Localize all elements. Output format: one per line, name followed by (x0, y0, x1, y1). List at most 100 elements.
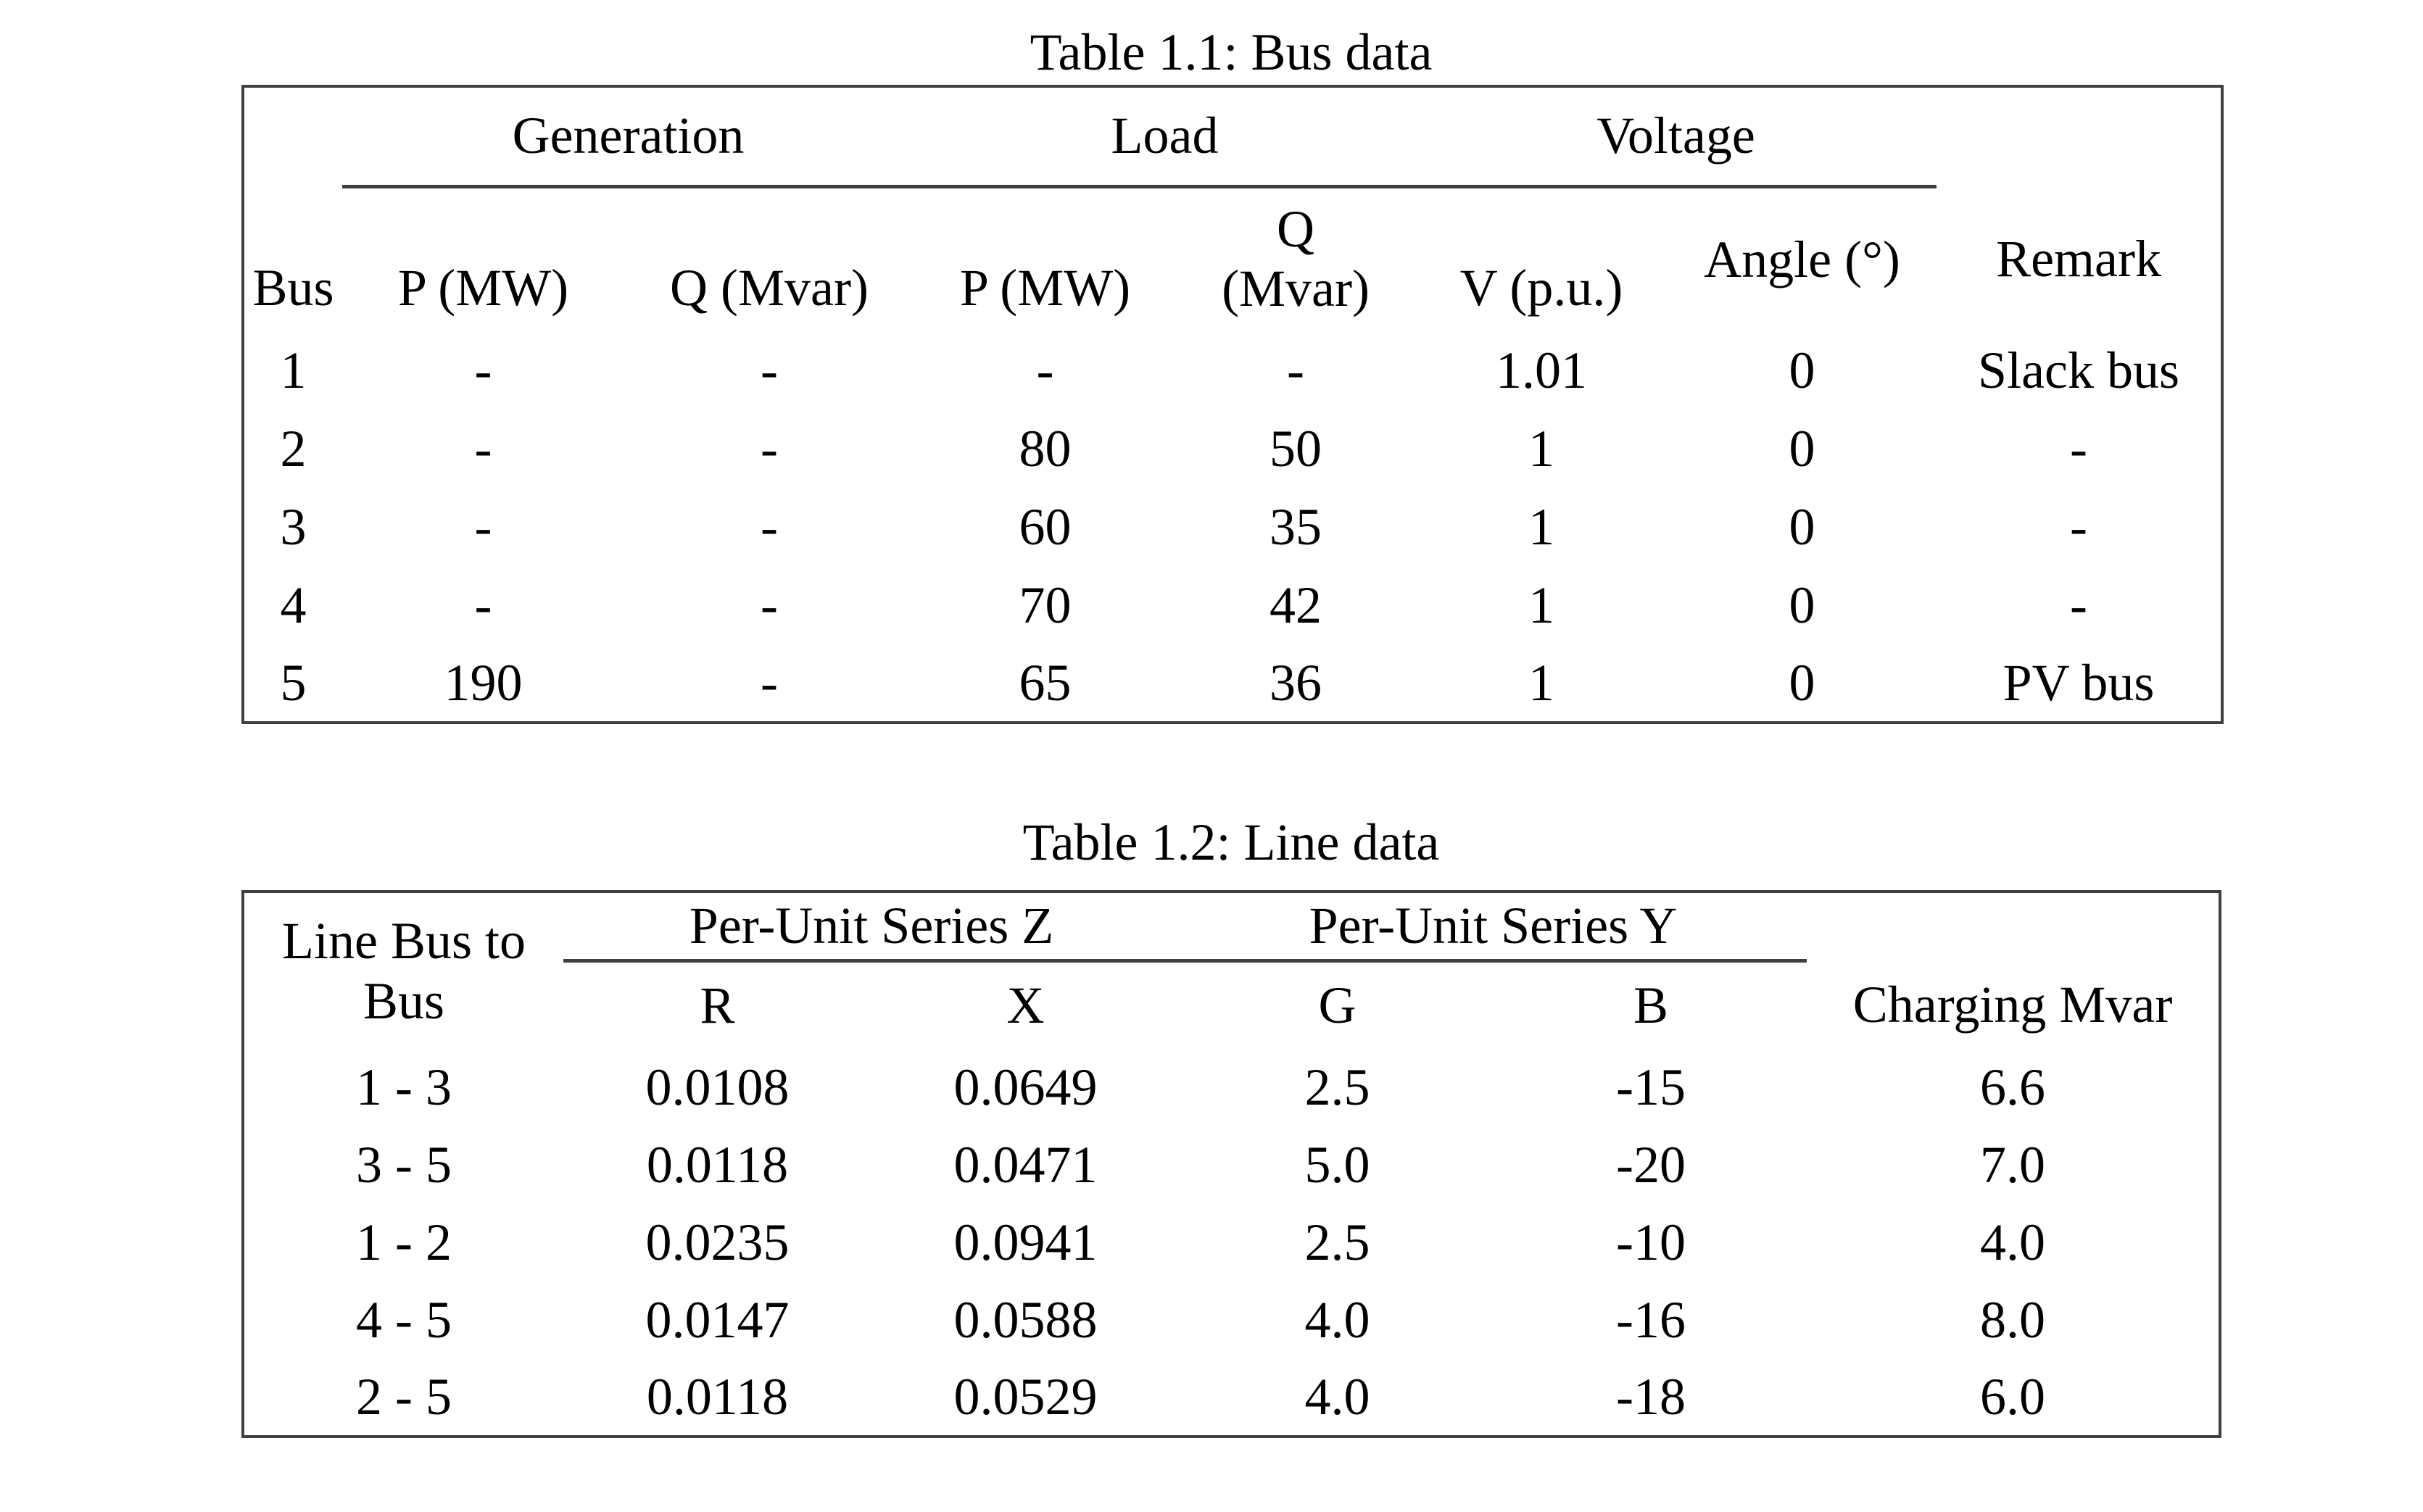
table-cell: 3 (280, 497, 307, 556)
table-cell: 4 (280, 576, 307, 634)
table-cell: 60 (1019, 497, 1072, 556)
table-cell: 0 (1789, 419, 1815, 478)
table-cell: PV bus (2002, 653, 2155, 712)
table-cell: -18 (1616, 1368, 1686, 1426)
header-x: X (1006, 976, 1045, 1034)
header-g: G (1318, 976, 1357, 1034)
table-cell: 5 (280, 653, 307, 712)
table-cell: 7.0 (1980, 1136, 2046, 1194)
table-cell: - (761, 576, 778, 634)
table-row: 4 - 5 0.0147 0.0588 4.0 -16 8.0 (243, 1282, 2220, 1359)
table-cell: 8.0 (1980, 1291, 2046, 1349)
table-cell: 2 - 5 (356, 1368, 452, 1426)
header-generation-p: P (MW) (397, 259, 569, 317)
header-generation-q: Q (Mvar) (670, 259, 869, 317)
table-1-1-caption: Table 1.1: Bus data (1030, 23, 1433, 81)
table-cell: 1 (280, 341, 307, 399)
table-cell: - (1287, 341, 1304, 399)
table-cell: 0.0118 (646, 1136, 789, 1194)
group-header-row: Line Bus to Bus Per-Unit Series Z Per-Un… (243, 892, 2220, 1030)
header-group-generation: Generation (342, 86, 915, 188)
table-cell: -16 (1616, 1291, 1686, 1349)
header-load-q: Q (Mvar) (1222, 199, 1370, 317)
table-cell: - (474, 419, 492, 478)
table-cell: 1 (1528, 419, 1555, 478)
table-cell: 1 (1528, 653, 1555, 712)
table-cell: 0 (1789, 576, 1815, 634)
table-cell: 4.0 (1304, 1291, 1370, 1349)
table-cell: 2.5 (1304, 1213, 1370, 1271)
header-spacer (1807, 892, 2220, 960)
table-cell: 0.0235 (645, 1213, 790, 1271)
table-cell: -20 (1616, 1136, 1686, 1194)
table-cell: - (474, 576, 492, 634)
table-row: 5 190 - 65 36 1 0 PV bus (243, 644, 2222, 723)
table-cell: 36 (1270, 653, 1322, 712)
table-cell: 0 (1789, 341, 1815, 399)
table-cell: 0.0108 (645, 1058, 790, 1116)
header-spacer (243, 86, 342, 186)
table-cell: 1 (1528, 497, 1555, 556)
line-data-body: 1 - 3 0.0108 0.0649 2.5 -15 6.6 3 - 5 0.0118 0.0… (243, 1049, 2220, 1437)
header-spacer (1937, 86, 2222, 186)
header-group-series-y: Per-Unit Series Y (1180, 892, 1807, 963)
table-cell: 4 - 5 (356, 1291, 452, 1349)
table-cell: 0.0471 (953, 1136, 1098, 1194)
table-row: 3- -60 35 1 0- (243, 488, 2222, 566)
table-cell: - (761, 341, 778, 399)
column-header-row: R X G B Charging Mvar (243, 960, 2220, 1049)
table-cell: 0.0147 (645, 1291, 790, 1349)
table-cell: 0.0118 (646, 1368, 789, 1426)
table-row: 1 - 3 0.0108 0.0649 2.5 -15 6.6 (243, 1049, 2220, 1126)
table-cell: 0.0529 (953, 1368, 1098, 1426)
table-cell: 5.0 (1304, 1136, 1370, 1194)
table-cell: 1.01 (1496, 341, 1588, 399)
header-group-voltage: Voltage (1415, 86, 1937, 188)
header-voltage-v: V (p.u.) (1459, 259, 1623, 317)
table-row: 3 - 5 0.0118 0.0471 5.0 -20 7.0 (243, 1126, 2220, 1204)
line-data-table: Line Bus to Bus Per-Unit Series Z Per-Un… (241, 890, 2222, 1438)
table-cell: 4.0 (1304, 1368, 1370, 1426)
group-header-row: Generation Load Voltage (243, 86, 2222, 188)
table-cell: - (2070, 576, 2088, 634)
table-row: 2 - - 80 50 1 0 - (243, 410, 2222, 488)
header-voltage-angle: Angle (°) (1704, 230, 1900, 288)
bus-data-body: 1- - - -1.01 0 Slack bus 2- -80 50 1 0-3- -60 35 1 0-4… (243, 331, 2222, 723)
table-1-2-caption: Table 1.2: Line data (1022, 813, 1440, 871)
table-cell: 0.0649 (953, 1058, 1098, 1116)
table-cell: 42 (1270, 576, 1322, 634)
table-cell: Slack bus (1978, 341, 2180, 399)
header-remark: Remark (1996, 229, 2161, 288)
header-charging-mvar: Charging Mvar (1852, 975, 2173, 1034)
table-cell: 3 - 5 (356, 1136, 452, 1194)
header-bus: Bus (252, 259, 334, 317)
header-r: R (700, 976, 735, 1034)
table-cell: 6.0 (1980, 1368, 2046, 1426)
table-cell: - (474, 341, 492, 399)
table-cell: - (474, 497, 492, 556)
table-cell: 70 (1019, 576, 1072, 634)
table-cell: 35 (1270, 497, 1322, 556)
table-cell: - (761, 497, 778, 556)
table-row: 4 - - 70 42 1 0 - (243, 566, 2222, 644)
table-cell: 2 (280, 419, 307, 478)
table-row: 1 - 2 0.0235 0.0941 2.5 -10 4.0 (243, 1204, 2220, 1282)
table-cell: 0.0941 (953, 1213, 1098, 1271)
table-cell: - (2070, 419, 2088, 478)
header-group-load: Load (914, 86, 1416, 188)
table-cell: - (761, 653, 778, 712)
table-cell: -10 (1616, 1213, 1686, 1271)
table-cell: 0 (1789, 653, 1815, 712)
table-cell: 4.0 (1980, 1213, 2046, 1271)
header-b: B (1633, 976, 1669, 1034)
table-cell: 1 (1528, 576, 1555, 634)
header-line-bus-to-bus: Line Bus to Bus (282, 912, 526, 1030)
table-cell: 2.5 (1304, 1058, 1370, 1116)
table-cell: 0 (1789, 497, 1815, 556)
table-row: 1 - - - - 1.01 0 Slack bus (243, 331, 2222, 410)
table-row: 2 - 5 0.0118 0.0529 4.0 -18 6.0 (243, 1359, 2220, 1437)
table-cell: - (761, 419, 778, 478)
table-cell: - (2070, 497, 2088, 556)
